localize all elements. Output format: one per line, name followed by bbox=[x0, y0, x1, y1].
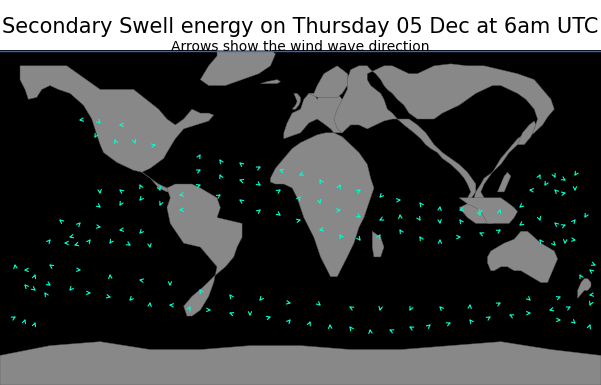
Polygon shape bbox=[517, 121, 536, 145]
Polygon shape bbox=[284, 70, 350, 139]
Polygon shape bbox=[20, 66, 214, 192]
Polygon shape bbox=[334, 64, 554, 223]
Polygon shape bbox=[459, 198, 517, 223]
Polygon shape bbox=[270, 133, 374, 277]
Polygon shape bbox=[487, 231, 558, 283]
Polygon shape bbox=[309, 66, 347, 97]
Polygon shape bbox=[260, 80, 281, 84]
Polygon shape bbox=[0, 341, 601, 385]
Text: Arrows show the wind wave direction: Arrows show the wind wave direction bbox=[171, 40, 430, 54]
Polygon shape bbox=[372, 231, 384, 257]
Polygon shape bbox=[200, 46, 275, 85]
Polygon shape bbox=[292, 94, 300, 109]
Text: Secondary Swell energy on Thursday 05 Dec at 6am UTC: Secondary Swell energy on Thursday 05 De… bbox=[2, 17, 599, 37]
Polygon shape bbox=[167, 184, 242, 316]
Polygon shape bbox=[578, 279, 591, 298]
Polygon shape bbox=[498, 172, 511, 192]
